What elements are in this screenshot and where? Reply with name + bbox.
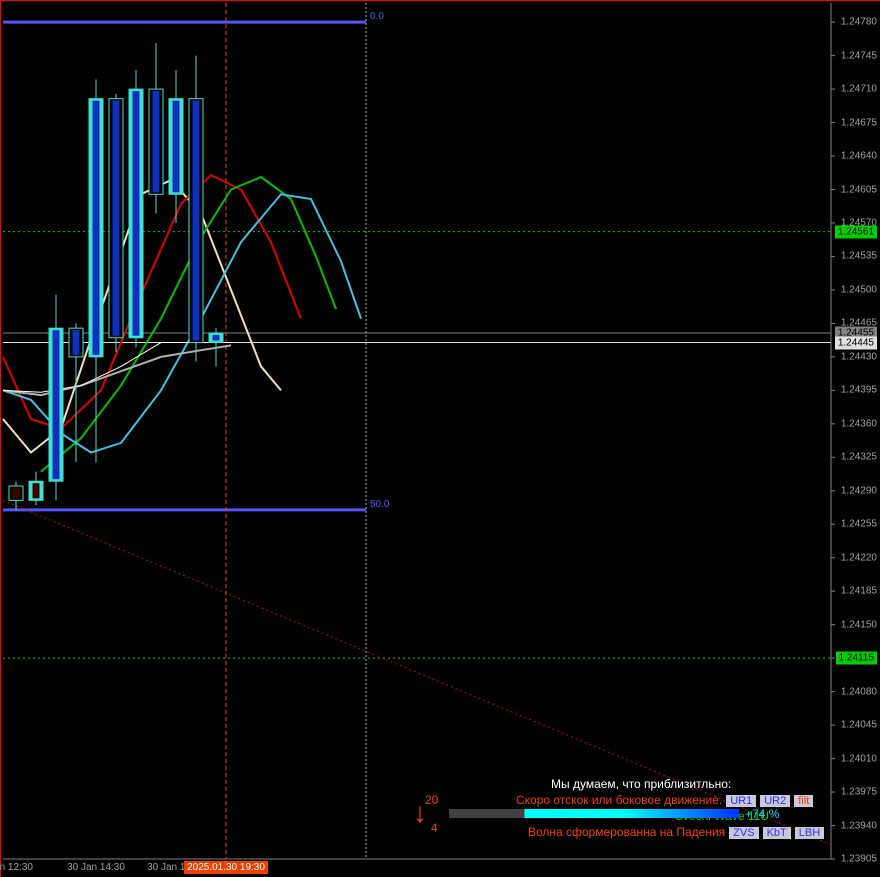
badge-lbh[interactable]: LBH — [795, 827, 824, 839]
badge-kbt[interactable]: KbT — [763, 827, 791, 839]
progress-top-num: 20 — [425, 793, 438, 807]
y-tick-label: 1.24500 — [841, 284, 877, 295]
chart-svg: 0.0 50.0 — [1, 1, 880, 877]
badge-ur1[interactable]: UR1 — [726, 795, 756, 807]
y-tick-label: 1.24220 — [841, 552, 877, 563]
y-tick-label: 1.24150 — [841, 619, 877, 630]
y-tick-label: 1.24045 — [841, 720, 877, 731]
y-tick-label: 1.24290 — [841, 485, 877, 496]
y-tick-label: 1.24640 — [841, 151, 877, 162]
arrow-down-icon: ↓ — [413, 797, 427, 829]
y-tick-label: 1.24080 — [841, 686, 877, 697]
info-line-1: Мы думаем, что приблизитльно: — [551, 777, 731, 791]
price-marker: 1.24115 — [836, 652, 877, 665]
y-tick-label: 1.24395 — [841, 385, 877, 396]
svg-text:0.0: 0.0 — [370, 11, 384, 22]
y-tick-label: 1.24185 — [841, 586, 877, 597]
badge-ur2[interactable]: UR2 — [760, 795, 790, 807]
y-tick-label: 1.24255 — [841, 519, 877, 530]
badge-filt[interactable]: filt — [794, 795, 813, 807]
progress-bot-num: 4 — [431, 821, 438, 835]
info-line-2: Скоро отскок или боковое движение.UR1UR2… — [516, 793, 813, 807]
info-line-4: Волна сформерованна на ПаденияZVSKbTLBH — [528, 825, 824, 839]
y-tick-label: 1.24780 — [841, 17, 877, 28]
y-tick-label: 1.24535 — [841, 251, 877, 262]
svg-text:50.0: 50.0 — [370, 499, 390, 510]
y-tick-label: 1.23940 — [841, 820, 877, 831]
progress-pct: +74 % — [745, 807, 779, 821]
chart-container[interactable]: 0.0 50.0 1.24780 1.24745 1.24710 1.24675 1.24… — [0, 0, 880, 877]
y-tick-label: 1.24430 — [841, 351, 877, 362]
y-tick-label: 1.24745 — [841, 50, 877, 61]
y-tick-label: 1.24360 — [841, 418, 877, 429]
y-tick-label: 1.24010 — [841, 753, 877, 764]
current-time-label: 2025.01.30 19:30 — [184, 861, 268, 874]
x-tick-label: Jan 12:30 — [0, 862, 33, 873]
y-tick-label: 1.24605 — [841, 184, 877, 195]
badge-zvs[interactable]: ZVS — [729, 827, 758, 839]
y-tick-label: 1.24675 — [841, 117, 877, 128]
y-tick-label: 1.24710 — [841, 84, 877, 95]
y-tick-label: 1.23905 — [841, 854, 877, 865]
y-tick-label: 1.24325 — [841, 452, 877, 463]
price-marker: 1.24561 — [835, 225, 877, 238]
x-tick-label: 30 Jan 14:30 — [67, 862, 125, 873]
price-marker: 1.24445 — [835, 336, 877, 349]
y-tick-label: 1.23975 — [841, 787, 877, 798]
progress-bar — [449, 809, 739, 818]
